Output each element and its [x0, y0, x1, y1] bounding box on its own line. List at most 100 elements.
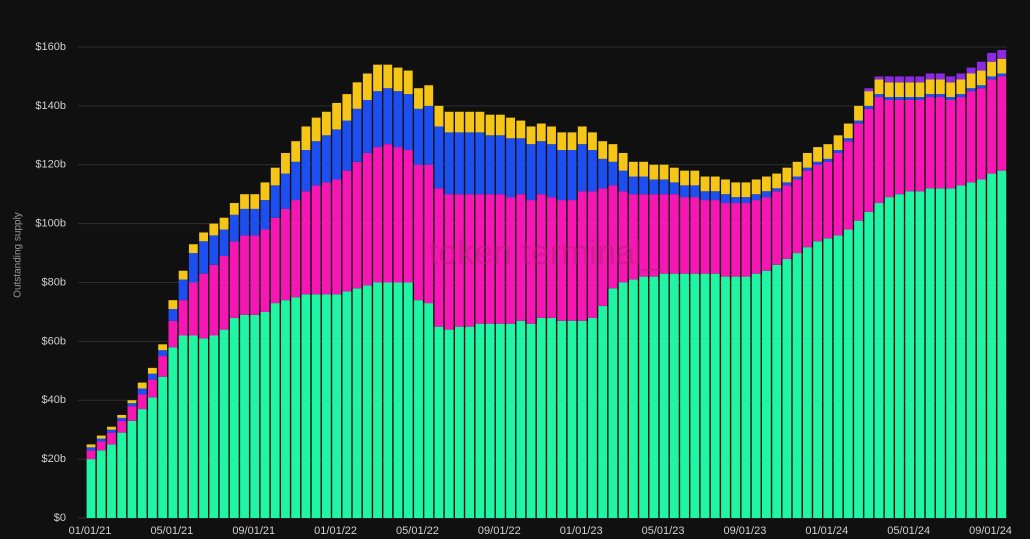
- bar-segment: [188, 335, 198, 518]
- bar-segment: [485, 135, 495, 195]
- bar-segment: [895, 76, 904, 83]
- bar-segment: [813, 164, 822, 242]
- bar-segment: [997, 76, 1007, 171]
- bar-segment: [741, 197, 751, 204]
- bar-segment: [168, 300, 178, 309]
- bar-segment: [895, 82, 904, 98]
- bar-segment: [321, 182, 331, 295]
- bar-segment: [127, 420, 137, 518]
- bar-segment: [792, 176, 802, 180]
- bar-segment: [506, 138, 515, 198]
- bar-segment: [567, 132, 577, 151]
- bar-segment: [690, 273, 700, 518]
- bar-segment: [270, 167, 280, 186]
- bar-segment: [403, 282, 413, 518]
- bar-segment: [884, 197, 894, 518]
- x-tick-label: 05/01/21: [150, 525, 193, 537]
- bar-segment: [536, 317, 546, 518]
- bar-segment: [127, 406, 137, 421]
- bar-segment: [281, 152, 290, 174]
- bar-segment: [659, 179, 669, 195]
- bar-segment: [956, 79, 966, 95]
- bar-segment: [332, 102, 342, 130]
- bar-segment: [741, 276, 751, 518]
- bar-segment: [199, 232, 208, 242]
- bar-segment: [588, 132, 597, 151]
- bar-segment: [403, 70, 413, 95]
- bar-segment: [700, 176, 710, 192]
- bar-segment: [301, 191, 311, 295]
- bar-segment: [455, 132, 464, 195]
- bar-segment: [506, 197, 515, 324]
- bar-segment: [557, 132, 567, 151]
- bar-segment: [281, 300, 290, 518]
- bar-segment: [956, 97, 966, 186]
- bar-segment: [935, 188, 945, 519]
- bar-segment: [772, 264, 782, 518]
- bar-segment: [465, 194, 475, 327]
- bar-segment: [352, 288, 362, 518]
- bar-segment: [495, 114, 505, 136]
- bar-segment: [321, 294, 331, 518]
- bar-segment: [833, 152, 843, 236]
- bar-segment: [250, 235, 260, 315]
- bars: [86, 49, 1007, 519]
- bar-segment: [659, 194, 669, 274]
- bar-segment: [270, 217, 280, 304]
- bar-segment: [260, 200, 270, 230]
- bar-segment: [905, 76, 915, 83]
- bar-segment: [536, 123, 546, 142]
- bar-segment: [455, 111, 464, 133]
- y-axis-label: Outstanding supply: [13, 212, 24, 298]
- bar-segment: [710, 191, 720, 201]
- bar-segment: [976, 85, 986, 89]
- bar-segment: [915, 76, 925, 83]
- bar-segment: [506, 117, 515, 139]
- bar-segment: [178, 335, 188, 518]
- bar-segment: [250, 194, 260, 209]
- bar-segment: [362, 99, 372, 153]
- bar-segment: [414, 164, 423, 301]
- bar-segment: [741, 182, 751, 198]
- bar-segment: [966, 182, 976, 518]
- bar-segment: [854, 120, 863, 124]
- bar-segment: [823, 238, 833, 518]
- bar-segment: [188, 253, 198, 283]
- bar-segment: [485, 323, 495, 518]
- bar-segment: [649, 276, 659, 518]
- bar-segment: [137, 388, 147, 395]
- bar-segment: [270, 185, 280, 218]
- bar-segment: [598, 158, 608, 189]
- bar-segment: [976, 179, 986, 518]
- bar-segment: [639, 276, 649, 518]
- bar-segment: [311, 294, 321, 518]
- bar-segment: [751, 200, 761, 274]
- bar-segment: [710, 200, 720, 274]
- bar-segment: [772, 173, 782, 189]
- bar-segment: [209, 335, 219, 518]
- bar-segment: [710, 176, 720, 192]
- bar-segment: [915, 82, 925, 98]
- bar-segment: [772, 188, 782, 192]
- bar-segment: [373, 91, 382, 148]
- bar-segment: [997, 58, 1007, 74]
- bar-segment: [966, 67, 976, 74]
- bar-segment: [987, 76, 996, 80]
- bar-segment: [731, 197, 741, 204]
- bar-segment: [199, 273, 208, 339]
- bar-segment: [188, 282, 198, 336]
- bar-segment: [526, 200, 536, 324]
- bar-segment: [158, 356, 168, 377]
- bar-segment: [424, 303, 434, 518]
- bar-segment: [588, 150, 597, 192]
- bar-segment: [158, 344, 168, 351]
- bar-segment: [403, 150, 413, 283]
- bar-segment: [373, 147, 382, 283]
- y-tick-label: $100b: [35, 218, 66, 230]
- bar-segment: [475, 323, 485, 518]
- bar-segment: [485, 114, 495, 136]
- bar-segment: [86, 459, 96, 518]
- bar-segment: [956, 185, 966, 518]
- bar-segment: [987, 52, 996, 62]
- bar-segment: [762, 197, 771, 271]
